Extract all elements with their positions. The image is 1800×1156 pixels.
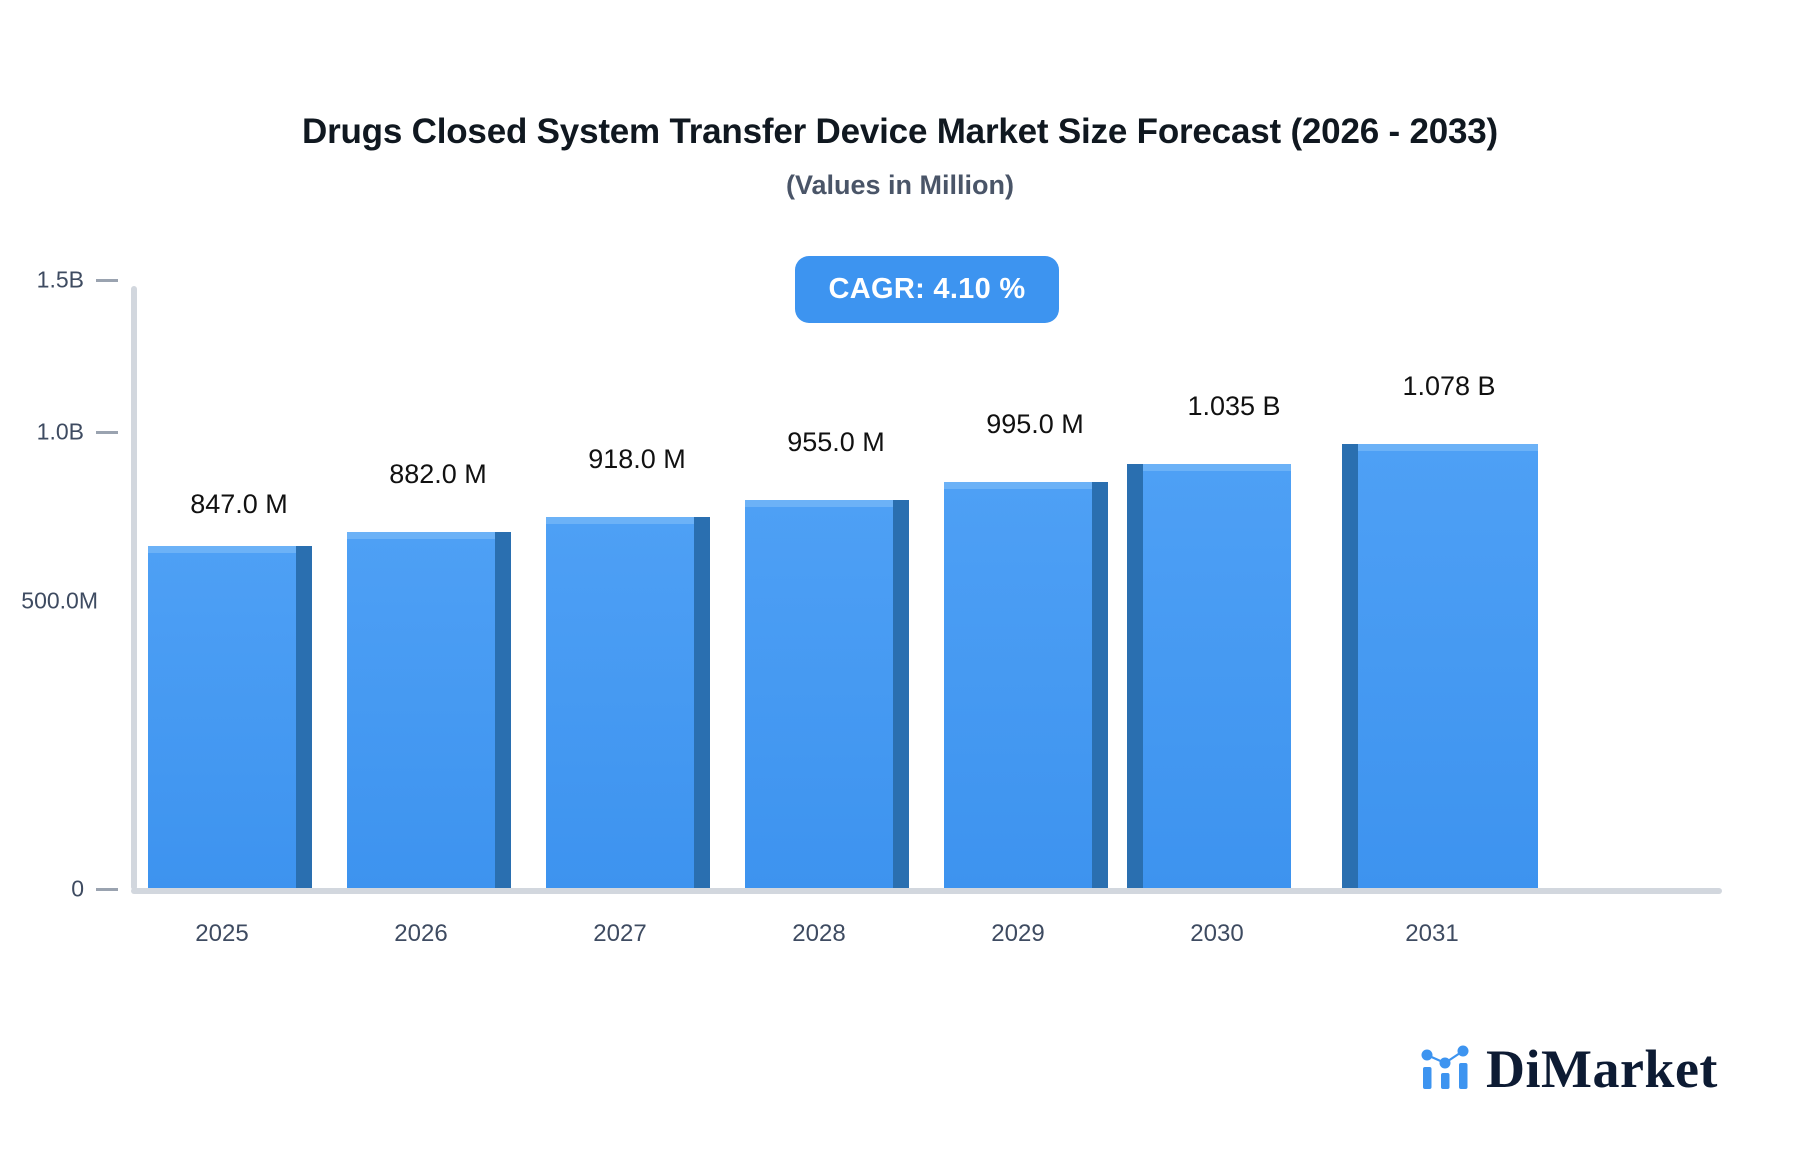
y-tick-mark bbox=[96, 888, 118, 891]
bar-value-label: 955.0 M bbox=[787, 427, 885, 457]
bar-value-label: 1.078 B bbox=[1402, 371, 1496, 401]
bar-front-face bbox=[347, 532, 495, 888]
logo-text: DiMarket bbox=[1486, 1039, 1718, 1099]
page-title: Drugs Closed System Transfer Device Mark… bbox=[302, 112, 1498, 151]
x-axis-label-2029: 2029 bbox=[991, 920, 1045, 947]
bar-top-bevel bbox=[495, 532, 511, 544]
bar-side-face bbox=[1342, 456, 1358, 888]
bar-side-face bbox=[1092, 494, 1108, 888]
x-axis-label-2027: 2027 bbox=[593, 920, 647, 947]
bar-chart-icon bbox=[1420, 1043, 1472, 1096]
bar-top-edge bbox=[944, 482, 1092, 489]
bar-front-face bbox=[1358, 444, 1538, 888]
y-tick-label: 500.0M bbox=[21, 587, 98, 614]
bar-top-bevel bbox=[694, 517, 710, 529]
bar-value-label: 995.0 M bbox=[986, 409, 1084, 439]
bar-value-label: 847.0 M bbox=[190, 489, 288, 519]
bar-front-face bbox=[546, 517, 694, 888]
bar-side-face bbox=[694, 529, 710, 888]
bar-top-bevel bbox=[1342, 444, 1358, 456]
y-tick-label: 0 bbox=[71, 875, 84, 902]
bar-side-face bbox=[1127, 476, 1143, 888]
bar-top-edge bbox=[546, 517, 694, 524]
bar-top-bevel bbox=[893, 500, 909, 512]
y-tick-mark bbox=[96, 279, 118, 282]
x-axis-label-2030: 2030 bbox=[1190, 920, 1244, 947]
y-tick-label: 1.0B bbox=[36, 418, 84, 445]
x-axis-label-2031: 2031 bbox=[1405, 920, 1459, 947]
bar-value-label: 882.0 M bbox=[389, 459, 487, 489]
dimarket-logo: DiMarket bbox=[1420, 1042, 1718, 1096]
bar-top-bevel bbox=[1127, 464, 1143, 476]
x-axis-label-2026: 2026 bbox=[394, 920, 448, 947]
bar-side-face bbox=[893, 512, 909, 888]
y-tick-label: 1.5B bbox=[36, 266, 84, 293]
x-axis-label-2025: 2025 bbox=[195, 920, 249, 947]
bar-front-face bbox=[148, 546, 296, 888]
bar-side-face bbox=[296, 558, 312, 888]
bar-front-face bbox=[745, 500, 893, 888]
bar-top-edge bbox=[1358, 444, 1538, 451]
y-tick-mark bbox=[96, 431, 118, 434]
bar-front-face bbox=[1143, 464, 1291, 888]
bar-top-bevel bbox=[1092, 482, 1108, 494]
bar-value-label: 1.035 B bbox=[1187, 391, 1281, 421]
x-axis-label-2028: 2028 bbox=[792, 920, 846, 947]
bar-front-face bbox=[944, 482, 1092, 888]
y-axis-line bbox=[131, 286, 137, 890]
bar-top-bevel bbox=[296, 546, 312, 558]
bar-value-label: 918.0 M bbox=[588, 444, 686, 474]
bar-side-face bbox=[495, 544, 511, 888]
bar-top-edge bbox=[148, 546, 296, 553]
bar-top-edge bbox=[1143, 464, 1291, 471]
cagr-badge: CAGR: 4.10 % bbox=[795, 256, 1059, 323]
bar-top-edge bbox=[745, 500, 893, 507]
bar-top-edge bbox=[347, 532, 495, 539]
chart-subtitle: (Values in Million) bbox=[785, 170, 1015, 200]
x-axis-line bbox=[131, 888, 1722, 894]
